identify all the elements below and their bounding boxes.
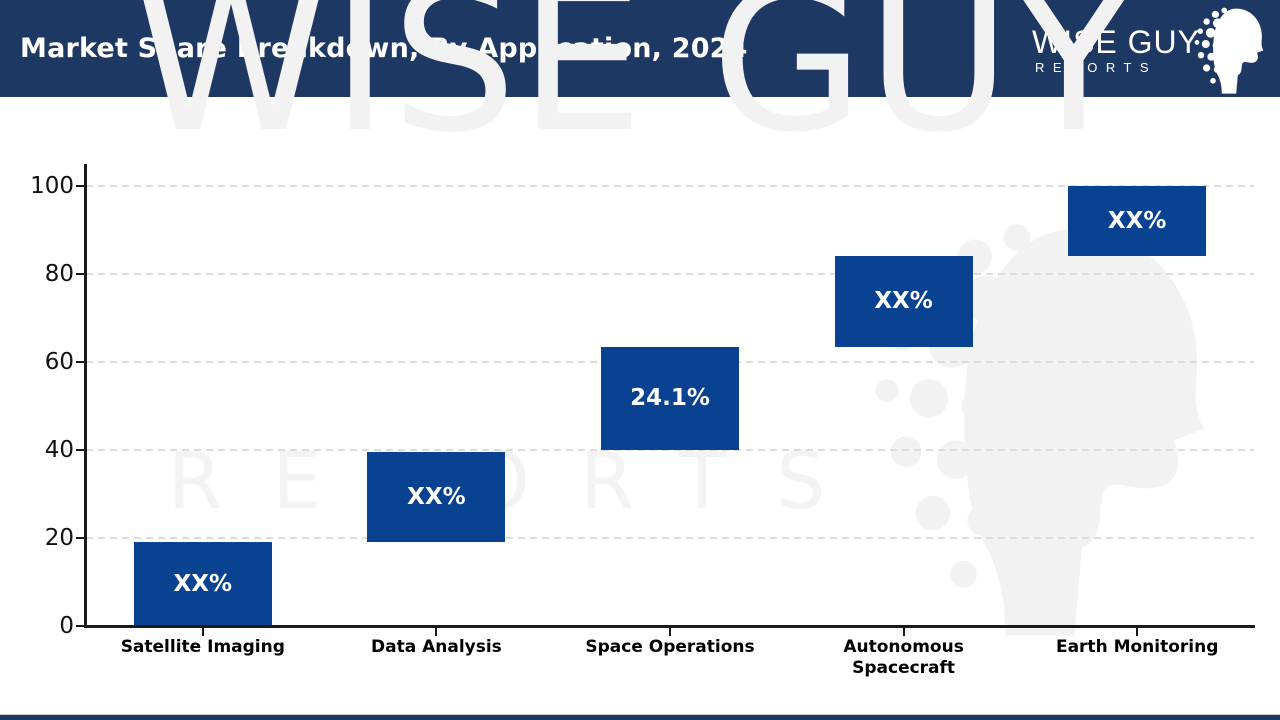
bar-value-label: XX%: [1107, 208, 1167, 235]
y-tick-mark: [76, 273, 85, 275]
gridline-40: [86, 449, 1254, 451]
gridline-80: [86, 273, 1254, 275]
y-tick-label: 0: [59, 613, 74, 639]
bar-3: XX%: [834, 256, 973, 347]
x-tick-mark: [201, 628, 204, 636]
page-title: Market Share Breakdown, By Application, …: [20, 33, 748, 64]
bar-1: XX%: [367, 452, 506, 543]
y-tick-label: 60: [44, 349, 74, 375]
x-tick-label: Autonomous Spacecraft: [843, 637, 964, 679]
logo-text: WISE GUY REPORTS: [1032, 26, 1200, 74]
y-tick-label: 40: [44, 437, 74, 463]
y-tick-mark: [76, 449, 85, 451]
x-tick-label: Earth Monitoring: [1055, 637, 1219, 657]
gridline-20: [86, 537, 1254, 539]
logo-wordmark: WISE GUY: [1031, 24, 1200, 60]
wise-guy-reports-logo: WISE GUY REPORTS: [1032, 6, 1272, 94]
x-axis-line: [84, 625, 1255, 628]
y-tick-mark: [76, 537, 85, 539]
y-tick-mark: [76, 625, 85, 627]
x-tick-mark: [669, 628, 671, 636]
y-tick-label: 100: [30, 173, 74, 199]
x-tick-mark: [902, 628, 905, 636]
logo-subtitle: REPORTS: [1034, 60, 1158, 75]
x-tick-label: Space Operations: [585, 637, 755, 657]
watermark-wiseguy-text: WISE GUY: [133, 0, 1137, 176]
x-tick-label: Data Analysis: [370, 637, 502, 657]
header-bar: Market Share Breakdown, By Application, …: [0, 0, 1280, 97]
y-tick-label: 20: [44, 525, 74, 551]
y-tick-label: 80: [44, 261, 74, 287]
x-tick-label: Satellite Imaging: [120, 637, 285, 657]
y-tick-mark: [76, 361, 85, 363]
bar-value-label: 24.1%: [630, 385, 710, 412]
y-axis-line: [84, 164, 87, 628]
plot-area: XX% XX% 24.1% XX% XX%: [86, 185, 1254, 626]
bar-2: 24.1%: [601, 346, 739, 450]
bar-4: XX%: [1068, 186, 1207, 257]
x-tick-mark: [435, 628, 438, 636]
y-tick-mark: [76, 185, 85, 187]
bar-value-label: XX%: [173, 571, 233, 598]
bar-0: XX%: [133, 542, 272, 626]
dotted-head-icon: [1194, 7, 1264, 94]
bar-value-label: XX%: [874, 288, 933, 315]
footer-bar: [0, 714, 1280, 720]
bar-value-label: XX%: [407, 484, 466, 511]
gridline-100: [86, 185, 1254, 187]
x-tick-mark: [1136, 628, 1139, 636]
